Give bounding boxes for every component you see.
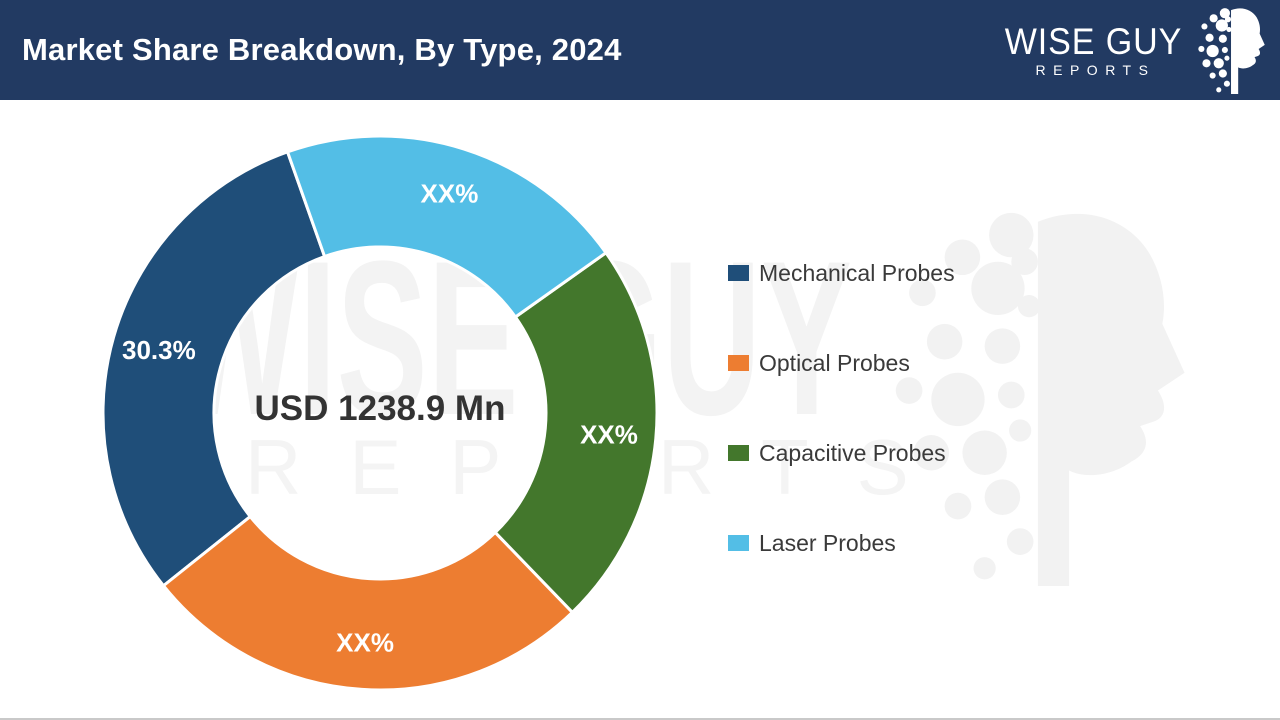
legend-swatch-capacitive <box>728 445 749 461</box>
header-bar: Market Share Breakdown, By Type, 2024 WI… <box>0 0 1280 100</box>
bottom-border <box>0 718 1280 720</box>
legend-swatch-mechanical <box>728 265 749 281</box>
watermark-head-icon <box>895 212 1185 587</box>
segment-value-label-1: XX% <box>336 628 394 658</box>
brand-subtitle: REPORTS <box>1035 62 1156 78</box>
legend-swatch-laser <box>728 535 749 551</box>
brand-logo-text: WISE GUY REPORTS <box>997 23 1190 77</box>
legend-label: Laser Probes <box>759 530 896 556</box>
legend-item-capacitive-probes: Capacitive Probes <box>728 439 955 467</box>
donut-segment-1 <box>161 515 574 692</box>
chart-center-label: USD 1238.9 Mn <box>254 389 506 428</box>
page-title: Market Share Breakdown, By Type, 2024 <box>22 32 622 67</box>
legend-item-mechanical-probes: Mechanical Probes <box>728 259 955 287</box>
legend-label: Optical Probes <box>759 350 910 376</box>
segment-value-label-3: XX% <box>421 179 479 209</box>
legend-item-laser-probes: Laser Probes <box>728 529 955 557</box>
legend-item-optical-probes: Optical Probes <box>728 349 955 377</box>
brand-head-icon <box>1198 8 1265 94</box>
legend-swatch-optical <box>728 355 749 371</box>
legend-label: Capacitive Probes <box>759 440 946 466</box>
brand-logo: WISE GUY REPORTS <box>997 4 1266 96</box>
brand-wordmark: WISE GUY <box>1004 21 1183 62</box>
chart-legend: Mechanical Probes Optical Probes Capacit… <box>728 259 955 557</box>
legend-label: Mechanical Probes <box>759 260 955 286</box>
